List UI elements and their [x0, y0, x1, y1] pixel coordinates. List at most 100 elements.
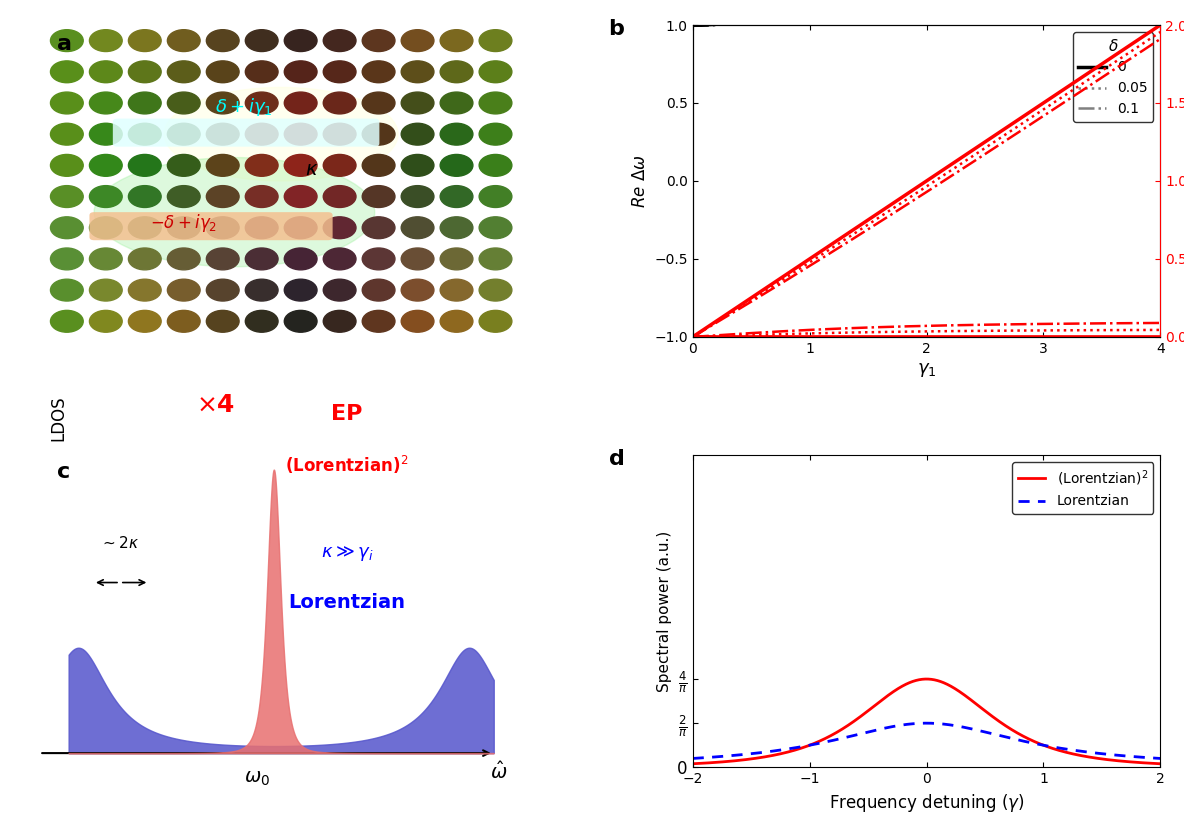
Lorentzian: [901, 719, 915, 729]
Circle shape: [90, 248, 122, 270]
Circle shape: [323, 217, 356, 239]
Circle shape: [128, 217, 161, 239]
Circle shape: [206, 154, 239, 176]
Lorentzian: [1153, 753, 1167, 763]
(Lorentzian)$^2$: [1054, 746, 1068, 756]
Circle shape: [51, 248, 83, 270]
Circle shape: [206, 248, 239, 270]
Lorentzian: [1140, 752, 1154, 762]
Circle shape: [90, 186, 122, 208]
Circle shape: [284, 92, 317, 114]
Circle shape: [51, 154, 83, 176]
Text: $\omega_0$: $\omega_0$: [244, 769, 270, 788]
(Lorentzian)$^2$: [709, 757, 723, 767]
Text: $\sim 2\kappa$: $\sim 2\kappa$: [101, 535, 140, 551]
Circle shape: [284, 186, 317, 208]
Circle shape: [206, 61, 239, 83]
Circle shape: [245, 217, 278, 239]
(Lorentzian)$^2$: [919, 674, 933, 684]
Lorentzian: [919, 718, 933, 728]
Circle shape: [401, 154, 433, 176]
Circle shape: [206, 123, 239, 145]
Text: (Lorentzian)$^2$: (Lorentzian)$^2$: [285, 454, 408, 475]
Circle shape: [51, 61, 83, 83]
Circle shape: [440, 30, 472, 52]
Circle shape: [284, 248, 317, 270]
Circle shape: [128, 123, 161, 145]
Circle shape: [284, 61, 317, 83]
Circle shape: [440, 61, 472, 83]
Circle shape: [323, 61, 356, 83]
Circle shape: [245, 154, 278, 176]
Circle shape: [480, 279, 511, 301]
Circle shape: [245, 30, 278, 52]
FancyBboxPatch shape: [112, 118, 379, 147]
Circle shape: [401, 310, 433, 332]
Line: Lorentzian: Lorentzian: [693, 723, 1160, 758]
Ellipse shape: [165, 88, 398, 181]
Circle shape: [90, 154, 122, 176]
Circle shape: [440, 279, 472, 301]
Circle shape: [362, 248, 395, 270]
Circle shape: [401, 186, 433, 208]
Circle shape: [362, 279, 395, 301]
Circle shape: [128, 279, 161, 301]
Circle shape: [51, 217, 83, 239]
Circle shape: [440, 92, 472, 114]
Circle shape: [245, 61, 278, 83]
Circle shape: [401, 279, 433, 301]
Circle shape: [167, 310, 200, 332]
Text: d: d: [609, 450, 624, 470]
Text: Lorentzian: Lorentzian: [289, 593, 406, 612]
Circle shape: [90, 92, 122, 114]
Circle shape: [323, 310, 356, 332]
Circle shape: [323, 279, 356, 301]
Circle shape: [401, 61, 433, 83]
Circle shape: [245, 186, 278, 208]
Circle shape: [323, 123, 356, 145]
Circle shape: [51, 30, 83, 52]
Legend: (Lorentzian)$^2$, Lorentzian: (Lorentzian)$^2$, Lorentzian: [1012, 462, 1153, 514]
Y-axis label: Spectral power (a.u.): Spectral power (a.u.): [657, 530, 671, 692]
Circle shape: [206, 310, 239, 332]
Circle shape: [51, 310, 83, 332]
Text: $\kappa$: $\kappa$: [304, 160, 318, 178]
Lorentzian: [913, 718, 927, 728]
(Lorentzian)$^2$: [686, 759, 700, 769]
Circle shape: [401, 30, 433, 52]
Circle shape: [206, 279, 239, 301]
Circle shape: [51, 123, 83, 145]
Circle shape: [167, 186, 200, 208]
Circle shape: [90, 61, 122, 83]
Circle shape: [440, 123, 472, 145]
Circle shape: [323, 186, 356, 208]
Text: c: c: [57, 462, 70, 482]
Circle shape: [245, 310, 278, 332]
Circle shape: [362, 61, 395, 83]
FancyBboxPatch shape: [90, 212, 333, 240]
Text: $\hat{\omega}$: $\hat{\omega}$: [490, 761, 508, 782]
Lorentzian: [1140, 752, 1154, 762]
Circle shape: [167, 217, 200, 239]
Circle shape: [323, 154, 356, 176]
Circle shape: [480, 92, 511, 114]
Circle shape: [480, 30, 511, 52]
Circle shape: [480, 248, 511, 270]
Circle shape: [323, 30, 356, 52]
Circle shape: [401, 217, 433, 239]
Circle shape: [245, 279, 278, 301]
Text: EP: EP: [332, 404, 362, 425]
Circle shape: [51, 279, 83, 301]
Circle shape: [480, 123, 511, 145]
Circle shape: [128, 61, 161, 83]
Circle shape: [480, 154, 511, 176]
Circle shape: [362, 123, 395, 145]
Circle shape: [401, 92, 433, 114]
Lorentzian: [686, 753, 700, 763]
Circle shape: [167, 123, 200, 145]
(Lorentzian)$^2$: [1140, 758, 1154, 768]
Circle shape: [362, 217, 395, 239]
Circle shape: [167, 248, 200, 270]
Circle shape: [362, 30, 395, 52]
Circle shape: [51, 92, 83, 114]
